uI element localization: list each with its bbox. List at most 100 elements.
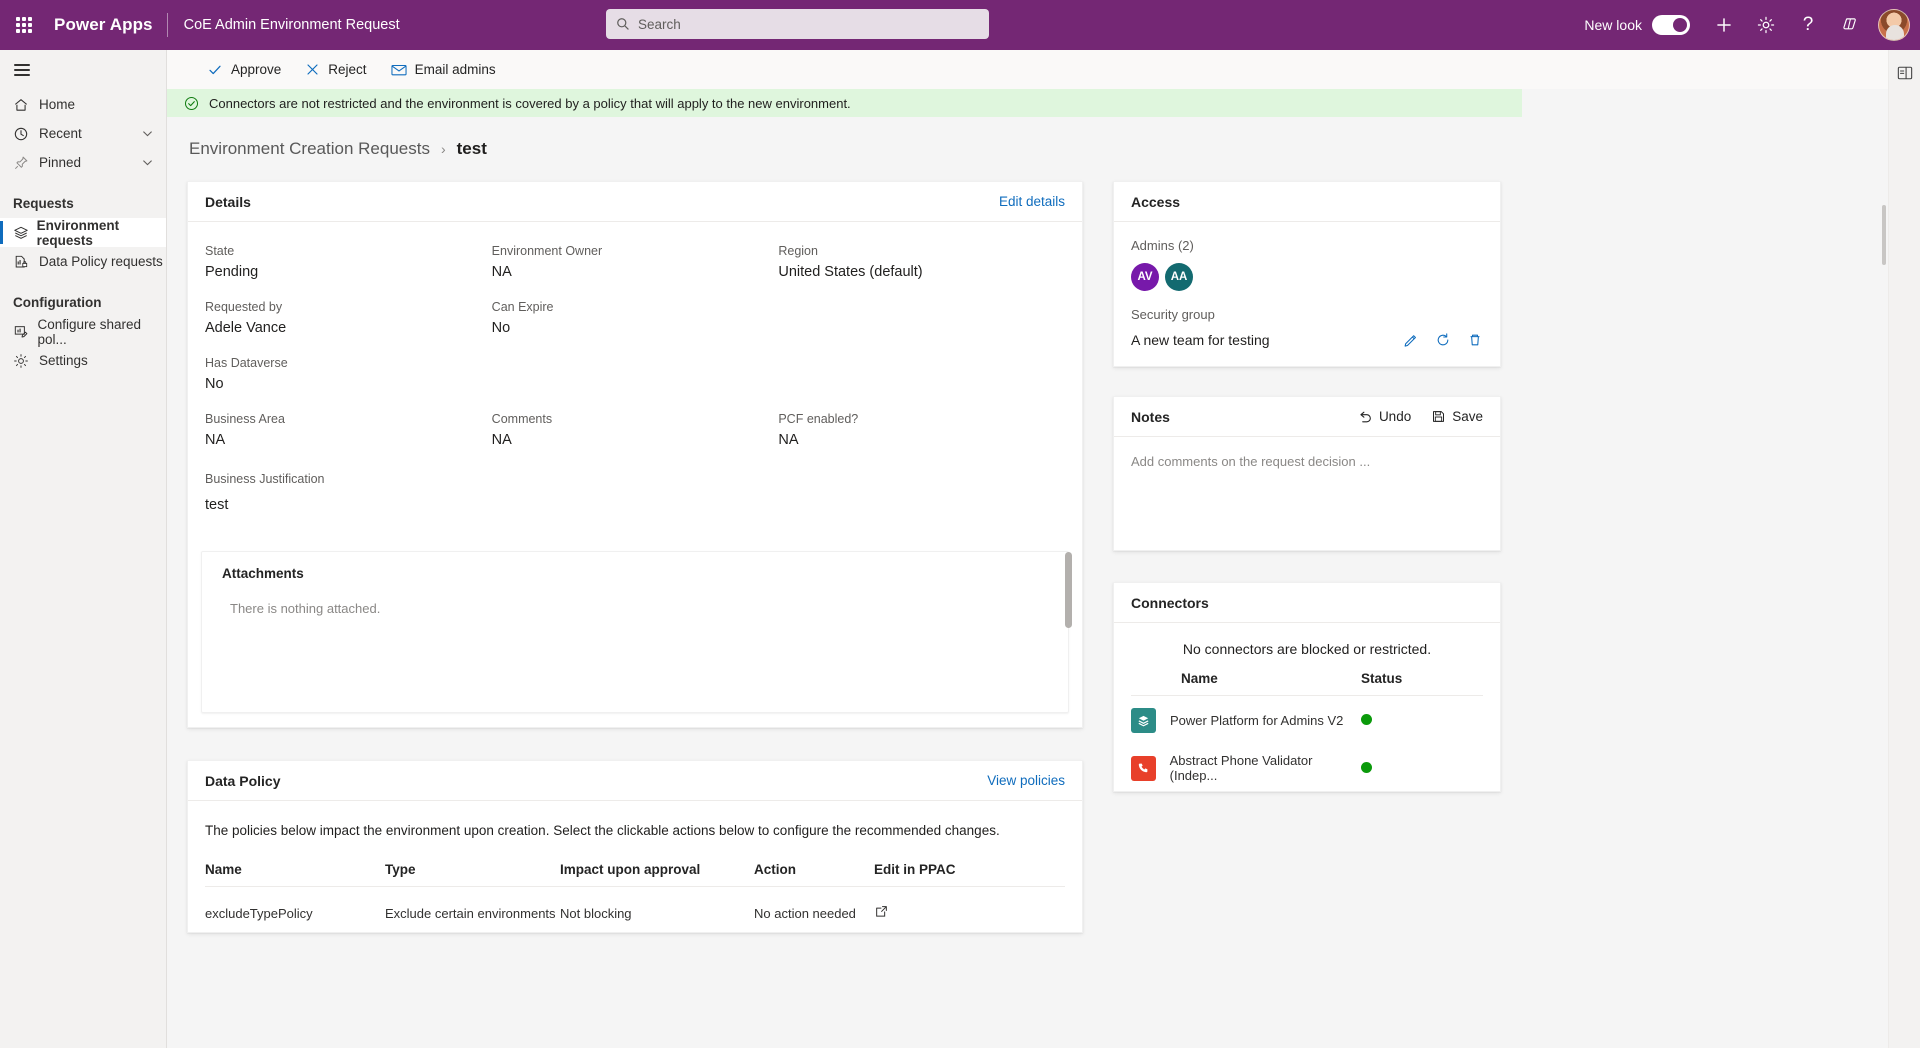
brand-title[interactable]: Power Apps [54,15,153,34]
col-name: Name [1131,671,1361,696]
field-empty [492,356,779,392]
edit-details-link[interactable]: Edit details [998,194,1065,209]
col-impact: Impact upon approval [560,862,754,887]
field-label: Has Dataverse [205,356,288,370]
status-badge [1361,761,1372,773]
chevron-down-icon[interactable] [141,156,154,169]
col-status: Status [1361,671,1483,696]
save-disk-icon [1433,411,1445,422]
nav-collapse-button[interactable] [0,50,166,90]
refresh-security-group-button[interactable] [1435,332,1451,348]
page-scrollbar[interactable] [1882,205,1886,265]
content-area: Connectors are not restricted and the en… [167,89,1920,1048]
approve-button[interactable]: Approve [197,54,291,86]
sidebar-item-pinned[interactable]: Pinned [0,148,166,177]
access-card-header: Access [1114,182,1500,222]
field-value: Adele Vance [205,320,287,336]
data-policy-title: Data Policy [205,772,281,789]
cell-edit[interactable] [874,887,1065,933]
edit-pane-icon [1897,66,1912,80]
layers-icon [13,225,37,241]
sidebar-item-settings[interactable]: Settings [0,346,166,375]
breadcrumb-parent-link[interactable]: Environment Creation Requests [189,139,430,158]
reject-button[interactable]: Reject [295,54,376,86]
field-value: NA [205,432,226,448]
field-label: Business Area [205,412,285,426]
field-label: State [205,244,235,258]
approve-label: Approve [231,62,282,77]
command-bar: Approve Reject Email admins [167,50,1920,89]
details-row: Requested by Adele Vance Can Expire No [205,300,1065,336]
open-in-new-icon[interactable] [874,904,889,919]
banner-text: Connectors are not restricted and the en… [209,95,851,111]
sidebar-item-label: Settings [39,353,88,368]
avatar-av[interactable]: AV [1131,263,1159,291]
sidebar-item-environment-requests[interactable]: Environment requests [0,217,166,248]
col-type: Type [385,862,560,887]
success-check-circle-icon [185,96,198,110]
new-look-label: New look [1584,17,1642,33]
save-label: Save [1452,409,1483,424]
avatar-aa[interactable]: AA [1165,263,1193,291]
email-admins-label: Email admins [414,62,496,77]
data-policy-description: The policies below impact the environmen… [205,823,1000,838]
table-header-row: Name Type Impact upon approval Action Ed… [205,862,1065,887]
edit-pane-button[interactable] [1891,59,1919,87]
field-value: United States (default) [778,264,923,280]
col-action: Action [754,862,874,887]
security-group-label: Security group [1131,307,1215,322]
undo-button[interactable]: Undo [1357,409,1411,425]
sidebar-item-home[interactable]: Home [0,90,166,119]
details-title: Details [205,193,251,210]
chevron-down-icon[interactable] [141,127,154,140]
avatar[interactable] [1878,9,1910,41]
field-state: State Pending [205,244,492,280]
waffle-icon [16,17,32,33]
side-column: Access Admins (2) AV AA Security group A… [1113,181,1501,933]
attachments-title: Attachments [222,566,304,581]
sidebar-item-recent[interactable]: Recent [0,119,166,148]
suite-bar: Power Apps CoE Admin Environment Request… [0,0,1920,50]
settings-button[interactable] [1746,5,1786,45]
sidebar-item-configure-shared-policies[interactable]: Configure shared pol... [0,317,166,347]
details-row: Has Dataverse No [205,356,1065,392]
app-launcher-button[interactable] [0,0,48,50]
field-has-dataverse: Has Dataverse No [205,356,492,392]
search-input[interactable] [638,16,979,32]
field-region: Region United States (default) [778,244,1065,280]
new-look-toggle[interactable] [1652,15,1690,35]
power-platform-admins-icon [1131,708,1156,733]
notes-input[interactable]: Add comments on the request decision ... [1114,437,1500,550]
feedback-button[interactable] [1830,5,1870,45]
field-business-area: Business Area NA [205,412,492,448]
field-label: PCF enabled? [778,412,859,426]
menu-icon [14,61,30,79]
delete-security-group-button[interactable] [1467,332,1483,348]
view-policies-link[interactable]: View policies [987,773,1065,788]
data-policy-table: Name Type Impact upon approval Action Ed… [205,862,1065,932]
sidebar-item-data-policy-requests[interactable]: Data Policy requests [0,247,166,276]
field-label: Can Expire [491,300,554,314]
sidebar-item-label: Home [39,97,76,112]
sidebar-item-label: Environment requests [36,217,120,248]
right-rail [1882,50,1920,1048]
breadcrumb-separator-icon: › [440,141,446,157]
field-value: test [205,497,229,513]
search-box[interactable] [606,9,989,39]
close-x-icon [307,64,318,75]
field-value: NA [778,432,799,448]
help-button[interactable]: ? [1788,5,1828,45]
save-button[interactable]: Save [1431,409,1483,424]
connectors-card-header: Connectors [1114,583,1500,623]
edit-security-group-button[interactable] [1403,332,1419,348]
sidebar-item-label: Pinned [39,155,82,170]
mail-icon [391,64,407,75]
cell-name: excludeTypePolicy [205,905,313,921]
connector-name: Power Platform for Admins V2 [1170,713,1344,728]
email-admins-button[interactable]: Email admins [381,54,506,86]
details-row: Business Area NA Comments NA PCF enabled… [205,412,1065,448]
nav-group-configuration: Configuration [13,294,102,310]
add-button[interactable] [1704,5,1744,45]
attachments-scrollbar[interactable] [1065,552,1072,628]
table-row: Power Platform for Admins V2 [1131,696,1483,742]
